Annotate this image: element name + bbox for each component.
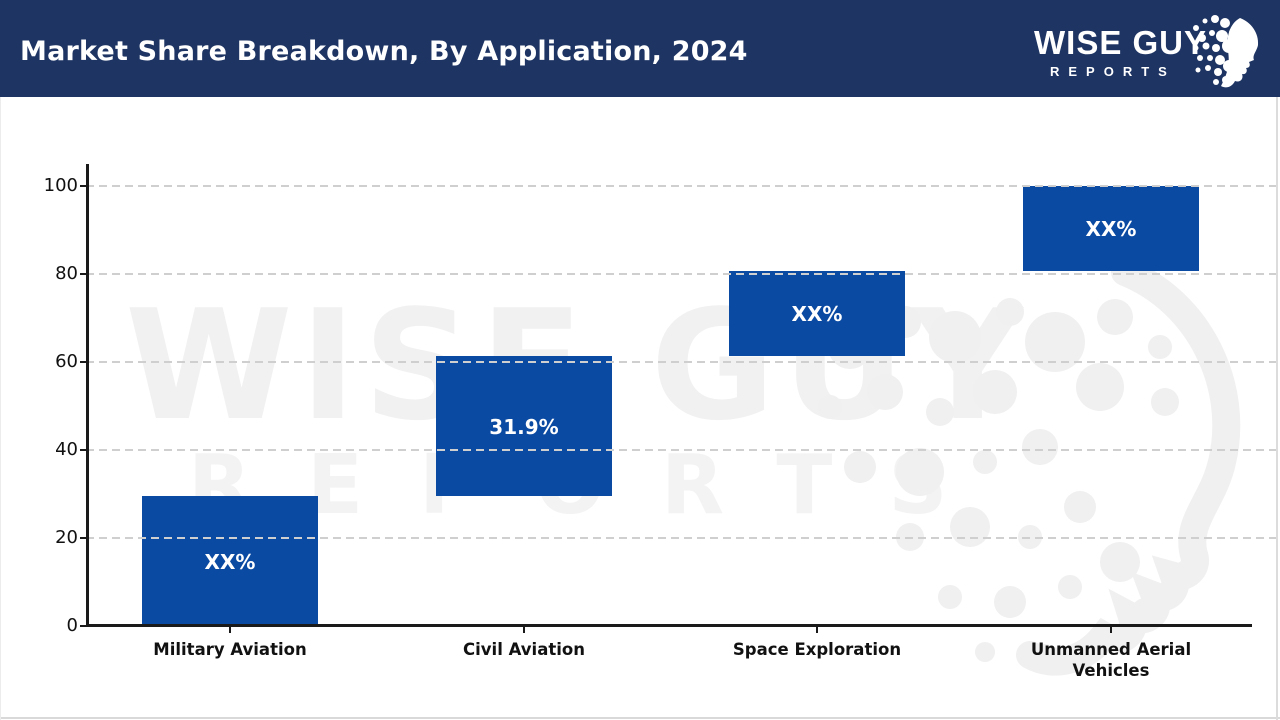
bar-value-label: 31.9% [489,415,559,440]
brand-logo-wordmark: WISE GUY [1034,24,1208,61]
y-axis-spine [86,164,89,627]
bar-value-label: XX% [204,550,256,575]
bar [1023,186,1199,271]
x-category-label: Military Aviation [153,640,307,659]
x-tick-mark [523,627,525,633]
x-category-label: Unmanned Aerial Vehicles [1030,640,1192,680]
x-category-label: Civil Aviation [463,640,585,659]
y-tick-label: 100 [43,175,78,196]
bar [729,270,905,356]
gridline [86,273,1277,275]
x-tick-mark [229,627,231,633]
y-tick-label: 20 [55,527,78,548]
gridline [86,361,1277,363]
gridline [86,185,1277,187]
brand-logo: WISE GUY REPORTS [1006,8,1266,92]
bar [436,355,612,497]
x-tick-mark [816,627,818,633]
brand-logo-subtext: REPORTS [1050,64,1176,79]
y-tick-mark [80,449,86,451]
gridline [86,449,1277,451]
right-border-line [1276,97,1278,720]
y-tick-label: 40 [55,439,78,460]
left-border-line [0,97,1,720]
bar-value-label: XX% [791,302,843,327]
x-category-label: Space Exploration [732,640,902,659]
bar-value-label: XX% [1085,217,1137,242]
bottom-border-line [0,717,1280,719]
y-tick-label: 60 [55,351,78,372]
y-tick-mark [80,185,86,187]
y-tick-mark [80,273,86,275]
y-tick-mark [80,625,86,627]
y-tick-mark [80,537,86,539]
x-axis-spine [86,624,1252,627]
bar [142,496,318,626]
page-title: Market Share Breakdown, By Application, … [20,36,748,67]
y-tick-label: 0 [66,615,78,636]
gridline [86,537,1277,539]
x-tick-mark [1110,627,1112,633]
y-tick-mark [80,361,86,363]
dotted-head-icon [1193,15,1259,88]
header-bar: Market Share Breakdown, By Application, … [0,0,1280,97]
y-tick-label: 80 [55,263,78,284]
